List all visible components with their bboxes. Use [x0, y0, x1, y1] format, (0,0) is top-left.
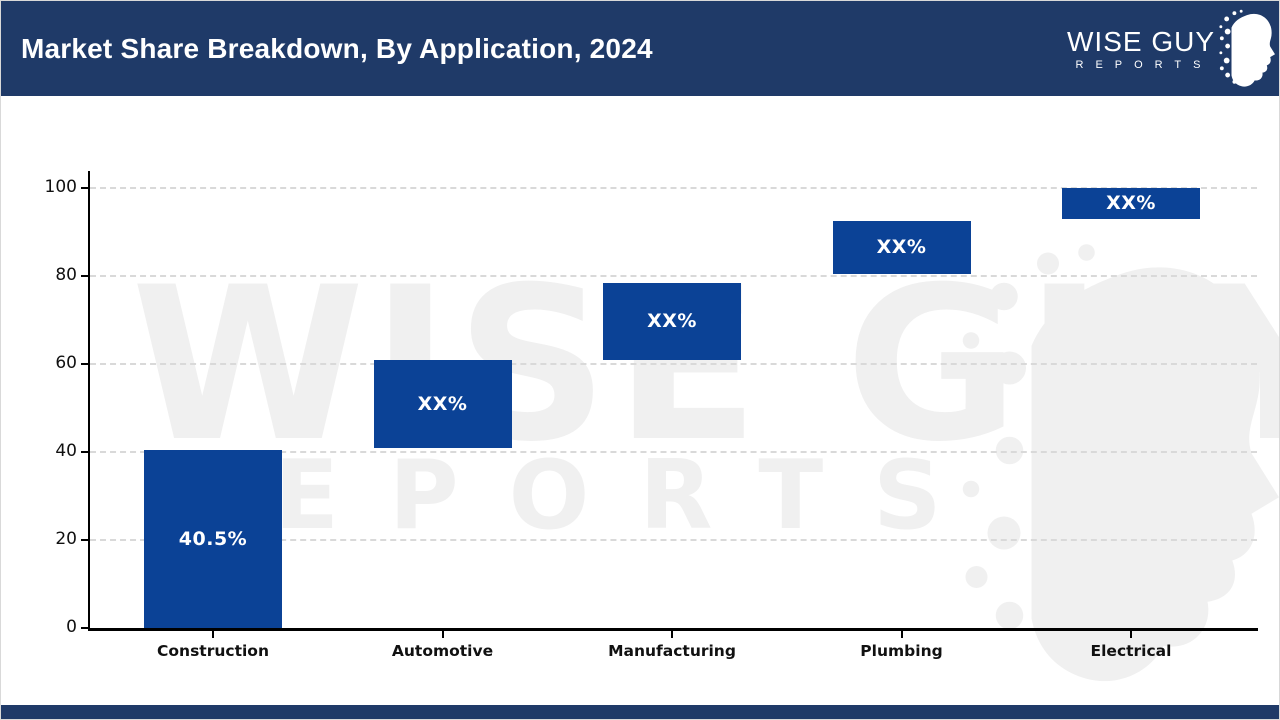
bar-construction: 40.5% — [144, 449, 282, 628]
bar-value-label-automotive: XX% — [417, 392, 468, 415]
gridline-100 — [90, 187, 1257, 189]
brand-logo-primary: WISE GUY — [1066, 25, 1215, 57]
bar-value-label-manufacturing: XX% — [647, 310, 697, 333]
x-tick-mark-manufacturing — [671, 631, 673, 638]
y-tick-mark-60 — [81, 363, 88, 365]
y-tick-label-100: 100 — [44, 177, 77, 197]
y-tick-mark-40 — [81, 451, 88, 453]
brand-logo-secondary: REPORTS — [1075, 58, 1213, 71]
bar-value-label-plumbing: XX% — [876, 236, 927, 259]
chart-title: Market Share Breakdown, By Application, … — [21, 32, 653, 64]
gridline-40 — [90, 451, 1257, 453]
y-tick-mark-80 — [81, 275, 88, 277]
x-axis-line — [88, 628, 1258, 631]
y-tick-mark-20 — [81, 539, 88, 541]
x-tick-mark-construction — [212, 631, 214, 638]
category-label-plumbing: Plumbing — [860, 642, 943, 660]
footer-bar — [1, 705, 1279, 719]
bar-electrical: XX% — [1062, 188, 1200, 219]
y-tick-mark-0 — [81, 627, 88, 629]
category-label-electrical: Electrical — [1090, 642, 1172, 660]
brand-logo: WISE GUY REPORTS — [1013, 7, 1275, 91]
y-axis-line — [88, 171, 90, 630]
x-tick-mark-electrical — [1130, 631, 1132, 638]
gridline-20 — [90, 539, 1257, 541]
bar-value-label-electrical: XX% — [1106, 192, 1156, 215]
y-tick-label-40: 40 — [55, 441, 77, 461]
bar-value-label-construction: 40.5% — [178, 527, 248, 550]
bar-manufacturing: XX% — [603, 282, 741, 360]
bar-plumbing: XX% — [832, 221, 971, 274]
category-label-manufacturing: Manufacturing — [608, 642, 736, 660]
gridline-60 — [90, 363, 1257, 365]
x-tick-mark-automotive — [441, 631, 444, 638]
y-tick-mark-100 — [81, 187, 88, 189]
y-tick-label-60: 60 — [55, 353, 77, 373]
x-tick-mark-plumbing — [900, 631, 903, 638]
watermark-text-secondary: REPORTS — [151, 441, 992, 551]
header-bar: Market Share Breakdown, By Application, … — [1, 1, 1279, 96]
category-label-automotive: Automotive — [391, 642, 494, 660]
brand-logo-text: WISE GUY REPORTS — [1066, 25, 1215, 71]
y-tick-label-80: 80 — [55, 265, 77, 285]
bar-automotive: XX% — [373, 359, 512, 448]
watermark-face-icon — [949, 206, 1279, 710]
category-label-construction: Construction — [157, 642, 269, 660]
face-profile-icon — [1217, 7, 1275, 91]
y-tick-label-0: 0 — [66, 617, 77, 637]
y-tick-label-20: 20 — [55, 529, 77, 549]
gridline-80 — [90, 275, 1257, 277]
